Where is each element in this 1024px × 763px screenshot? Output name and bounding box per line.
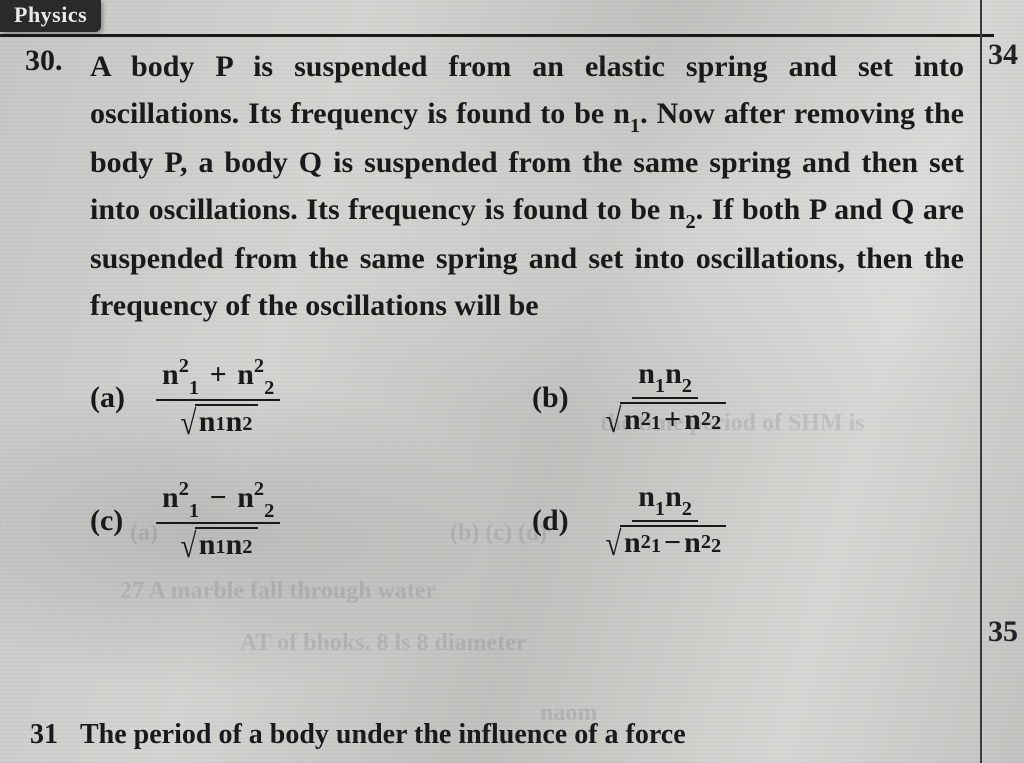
radical-icon: √ <box>180 529 196 564</box>
option-c-label: (c) <box>90 504 140 538</box>
symbol-n1-sub: 1 <box>630 115 640 137</box>
option-b-denominator: √ n21 + n22 <box>598 399 732 437</box>
option-a-label: (a) <box>90 381 140 415</box>
symbol-n2: n <box>669 193 686 226</box>
option-d-denominator: √ n21 − n22 <box>598 522 732 560</box>
option-d: (d) n1n2 √ n21 − n22 <box>532 480 964 561</box>
option-c-denominator: √ n1n2 <box>173 524 264 562</box>
option-a-formula: n21 + n22 √ n1n2 <box>156 357 280 438</box>
option-a-denominator: √ n1n2 <box>173 401 264 439</box>
options-grid: (a) n21 + n22 √ n1n2 <box>90 357 964 561</box>
option-d-formula: n1n2 √ n21 − n22 <box>598 482 732 560</box>
next-question-fragment: 31 The period of a body under the influe… <box>30 719 964 751</box>
option-a: (a) n21 + n22 √ n1n2 <box>90 357 522 438</box>
option-c: (c) n21 − n22 √ n1n2 <box>90 480 522 561</box>
symbol-n2-sub: 2 <box>685 211 695 233</box>
option-a-numerator: n21 + n22 <box>156 357 280 400</box>
radical-icon: √ <box>605 404 621 439</box>
next-question-text: The period of a body under the influence… <box>80 719 686 751</box>
page-content: 30. A body P is suspended from an elasti… <box>0 0 1024 763</box>
option-c-formula: n21 − n22 √ n1n2 <box>156 480 280 561</box>
option-c-numerator: n21 − n22 <box>156 480 280 523</box>
next-question-number: 31 <box>30 719 58 751</box>
symbol-n1: n <box>613 97 630 130</box>
option-d-label: (d) <box>532 504 582 538</box>
question-number: 30. <box>25 44 63 78</box>
option-b-formula: n1n2 √ n21 + n22 <box>598 359 732 437</box>
option-d-numerator: n1n2 <box>632 482 698 522</box>
radical-icon: √ <box>180 406 196 441</box>
option-b-numerator: n1n2 <box>632 359 698 399</box>
question-block: 30. A body P is suspended from an elasti… <box>30 44 964 561</box>
option-b-label: (b) <box>532 381 582 415</box>
option-b: (b) n1n2 √ n21 + n22 <box>532 357 964 438</box>
question-text: A body P is suspended from an elastic sp… <box>90 44 964 329</box>
radical-icon: √ <box>605 527 621 562</box>
